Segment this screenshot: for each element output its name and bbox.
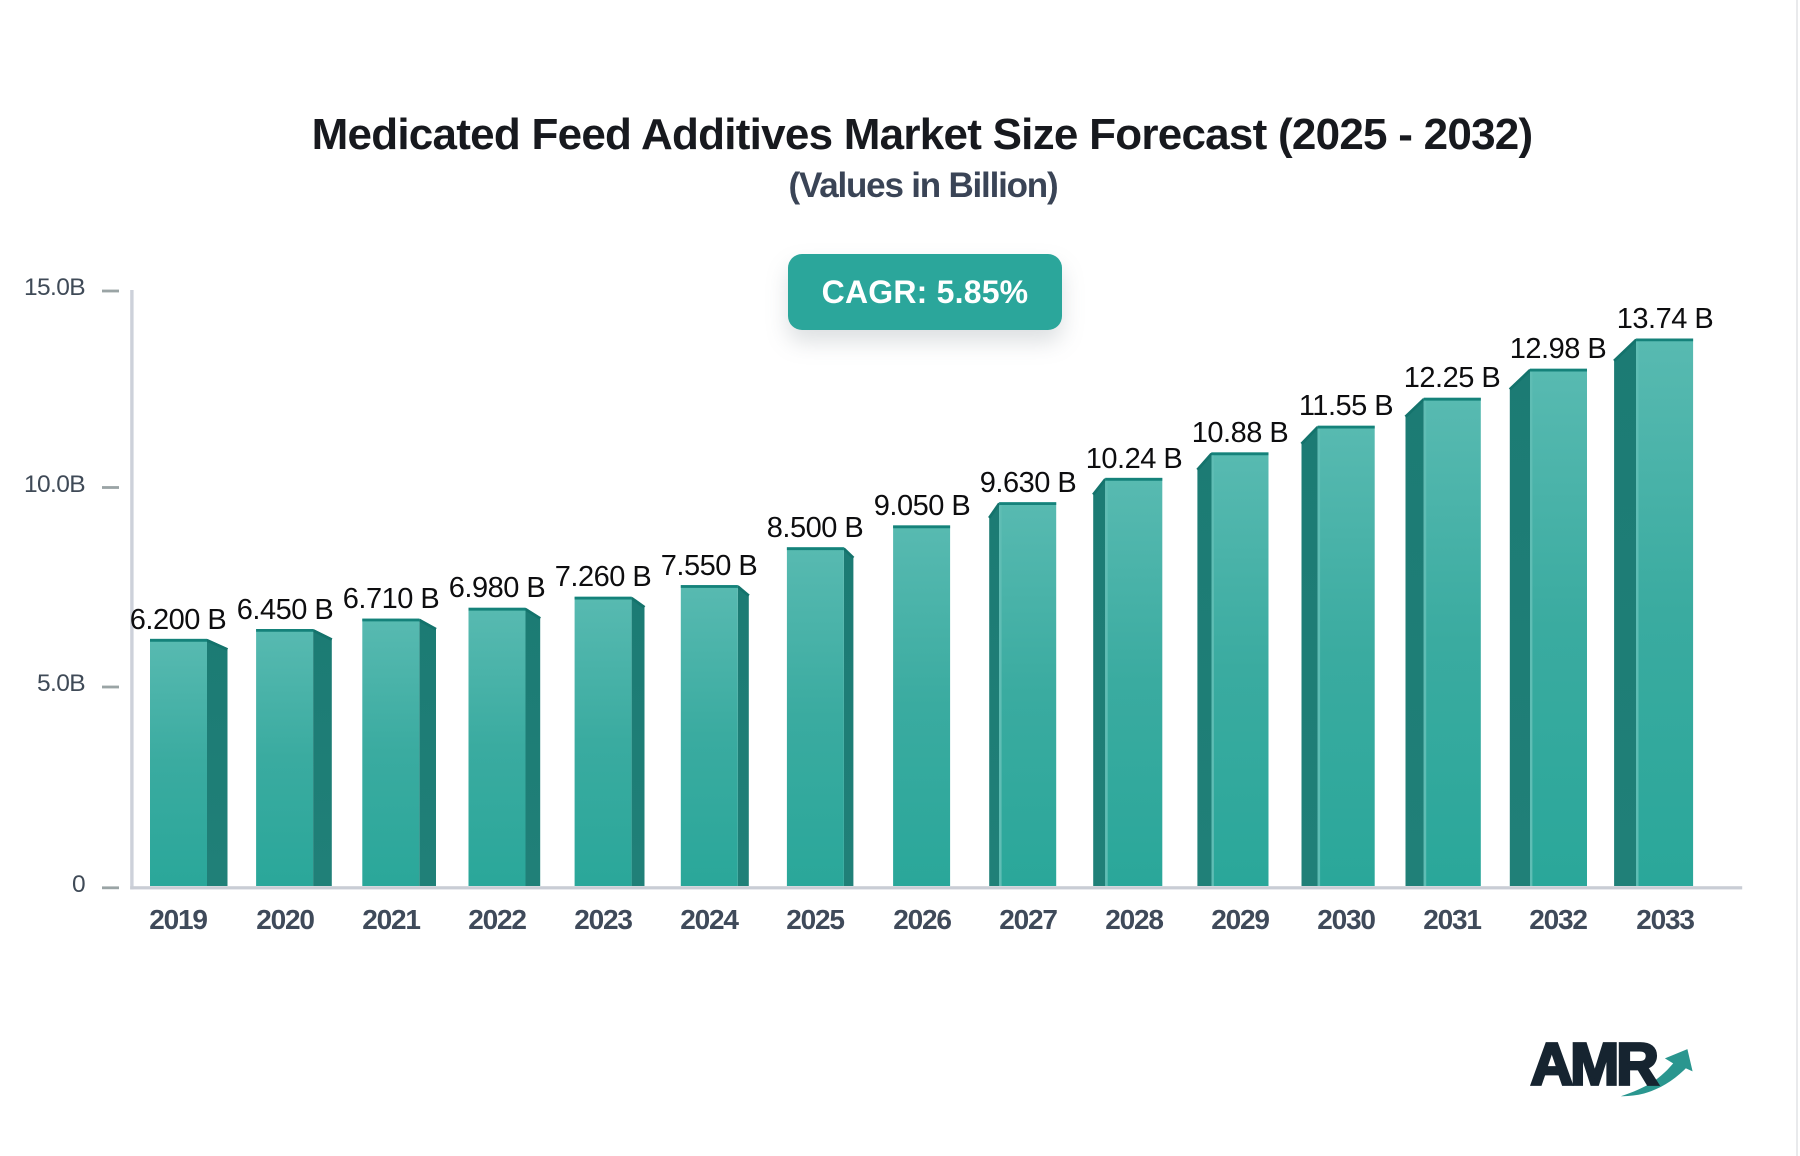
svg-text:AMR: AMR [1531,1032,1659,1098]
